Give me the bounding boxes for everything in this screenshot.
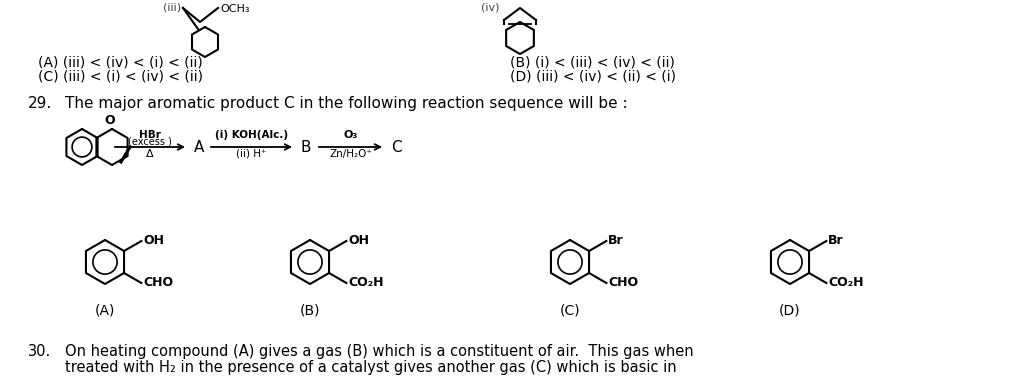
Text: 30.: 30. (28, 344, 51, 359)
Text: Br: Br (828, 235, 844, 247)
Text: OCH₃: OCH₃ (220, 4, 250, 14)
Text: Zn/H₂O⁺: Zn/H₂O⁺ (329, 149, 372, 159)
Text: (iv): (iv) (480, 2, 500, 12)
Text: (D): (D) (779, 303, 801, 317)
Text: 29.: 29. (28, 96, 52, 111)
Text: Δ: Δ (146, 149, 154, 159)
Text: CO₂H: CO₂H (348, 276, 384, 290)
Text: (excess ): (excess ) (128, 136, 172, 146)
Text: CO₂H: CO₂H (828, 276, 864, 290)
Text: B: B (301, 139, 311, 154)
Text: (A) (iii) < (iv) < (i) < (ii): (A) (iii) < (iv) < (i) < (ii) (38, 55, 203, 69)
Text: On heating compound (A) gives a gas (B) which is a constituent of air.  This gas: On heating compound (A) gives a gas (B) … (65, 344, 693, 359)
Text: (B) (i) < (iii) < (iv) < (ii): (B) (i) < (iii) < (iv) < (ii) (510, 55, 675, 69)
Text: OH: OH (143, 235, 165, 247)
Text: (ii) H⁺: (ii) H⁺ (237, 149, 266, 159)
Text: OH: OH (348, 235, 370, 247)
Text: (C): (C) (560, 303, 581, 317)
Text: (iii): (iii) (163, 2, 181, 12)
Text: CHO: CHO (143, 276, 173, 290)
Text: (i) KOH(Alc.): (i) KOH(Alc.) (215, 130, 288, 140)
Text: treated with H₂ in the presence of a catalyst gives another gas (C) which is bas: treated with H₂ in the presence of a cat… (65, 360, 677, 375)
Text: (C) (iii) < (i) < (iv) < (ii): (C) (iii) < (i) < (iv) < (ii) (38, 70, 203, 84)
Text: Br: Br (608, 235, 624, 247)
Text: A: A (194, 139, 205, 154)
Text: HBr: HBr (139, 130, 161, 140)
Text: The major aromatic product C in the following reaction sequence will be :: The major aromatic product C in the foll… (65, 96, 628, 111)
Text: (A): (A) (95, 303, 115, 317)
Text: C: C (391, 139, 401, 154)
Text: (B): (B) (300, 303, 321, 317)
Text: (D) (iii) < (iv) < (ii) < (i): (D) (iii) < (iv) < (ii) < (i) (510, 70, 676, 84)
Text: O₃: O₃ (343, 130, 357, 140)
Text: CHO: CHO (608, 276, 639, 290)
Text: O: O (104, 114, 116, 127)
